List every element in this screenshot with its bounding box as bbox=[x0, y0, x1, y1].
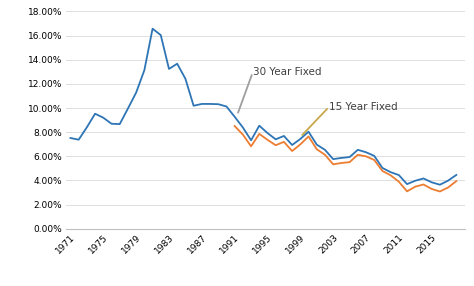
Text: 15 Year Fixed: 15 Year Fixed bbox=[302, 102, 398, 135]
Text: 30 Year Fixed: 30 Year Fixed bbox=[238, 67, 321, 113]
